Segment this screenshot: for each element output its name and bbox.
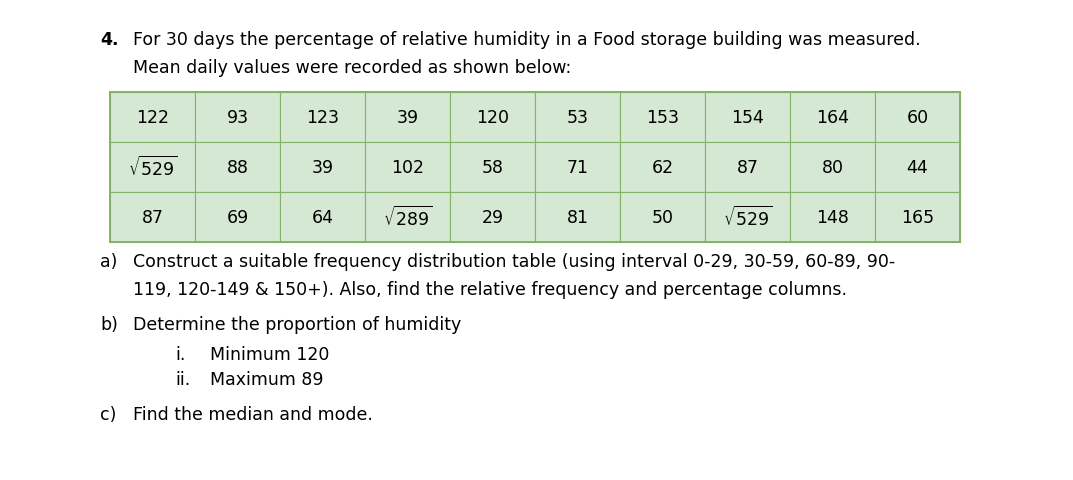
FancyBboxPatch shape: [874, 192, 960, 242]
FancyBboxPatch shape: [111, 143, 195, 192]
FancyBboxPatch shape: [620, 192, 705, 242]
Text: 165: 165: [901, 209, 935, 227]
FancyBboxPatch shape: [195, 192, 280, 242]
Text: 93: 93: [226, 109, 249, 127]
FancyBboxPatch shape: [874, 143, 960, 192]
Text: a): a): [100, 252, 117, 270]
FancyBboxPatch shape: [195, 93, 280, 143]
FancyBboxPatch shape: [790, 143, 874, 192]
FancyBboxPatch shape: [535, 143, 620, 192]
Text: 58: 58: [482, 159, 503, 177]
Text: 87: 87: [142, 209, 163, 227]
Text: Construct a suitable frequency distribution table (using interval 0-29, 30-59, 6: Construct a suitable frequency distribut…: [133, 252, 895, 270]
Text: 88: 88: [226, 159, 249, 177]
FancyBboxPatch shape: [195, 143, 280, 192]
FancyBboxPatch shape: [280, 192, 365, 242]
Text: $\sqrt{289}$: $\sqrt{289}$: [383, 205, 432, 229]
Text: 39: 39: [396, 109, 418, 127]
Text: Maximum 89: Maximum 89: [210, 370, 323, 388]
Text: 102: 102: [391, 159, 424, 177]
Text: 123: 123: [306, 109, 339, 127]
Text: 122: 122: [136, 109, 170, 127]
FancyBboxPatch shape: [620, 143, 705, 192]
Text: 69: 69: [226, 209, 249, 227]
FancyBboxPatch shape: [705, 93, 790, 143]
FancyBboxPatch shape: [111, 192, 195, 242]
Text: 153: 153: [646, 109, 679, 127]
Text: 29: 29: [482, 209, 503, 227]
Text: i.: i.: [175, 345, 186, 363]
Text: For 30 days the percentage of relative humidity in a Food storage building was m: For 30 days the percentage of relative h…: [133, 31, 921, 49]
Text: 120: 120: [476, 109, 509, 127]
Text: 154: 154: [731, 109, 764, 127]
FancyBboxPatch shape: [705, 192, 790, 242]
Text: 4.: 4.: [100, 31, 118, 49]
FancyBboxPatch shape: [111, 93, 195, 143]
FancyBboxPatch shape: [705, 143, 790, 192]
Text: 87: 87: [736, 159, 759, 177]
FancyBboxPatch shape: [874, 93, 960, 143]
FancyBboxPatch shape: [450, 192, 535, 242]
FancyBboxPatch shape: [365, 192, 450, 242]
FancyBboxPatch shape: [280, 93, 365, 143]
Text: 64: 64: [311, 209, 334, 227]
Text: 80: 80: [822, 159, 843, 177]
FancyBboxPatch shape: [450, 143, 535, 192]
Text: 50: 50: [651, 209, 674, 227]
Text: 119, 120-149 & 150+). Also, find the relative frequency and percentage columns.: 119, 120-149 & 150+). Also, find the rel…: [133, 280, 847, 299]
FancyBboxPatch shape: [620, 93, 705, 143]
Text: Determine the proportion of humidity: Determine the proportion of humidity: [133, 315, 461, 333]
FancyBboxPatch shape: [535, 192, 620, 242]
FancyBboxPatch shape: [280, 143, 365, 192]
Text: Mean daily values were recorded as shown below:: Mean daily values were recorded as shown…: [133, 59, 571, 77]
Text: Minimum 120: Minimum 120: [210, 345, 329, 363]
Text: 71: 71: [567, 159, 588, 177]
Text: $\sqrt{529}$: $\sqrt{529}$: [723, 205, 773, 229]
Text: c): c): [100, 405, 116, 423]
Text: 62: 62: [651, 159, 674, 177]
Text: 44: 44: [907, 159, 928, 177]
FancyBboxPatch shape: [535, 93, 620, 143]
Text: $\sqrt{529}$: $\sqrt{529}$: [128, 156, 177, 180]
Text: 53: 53: [567, 109, 588, 127]
FancyBboxPatch shape: [365, 143, 450, 192]
Text: 148: 148: [817, 209, 849, 227]
Text: ii.: ii.: [175, 370, 190, 388]
FancyBboxPatch shape: [450, 93, 535, 143]
FancyBboxPatch shape: [365, 93, 450, 143]
FancyBboxPatch shape: [790, 93, 874, 143]
Text: 39: 39: [311, 159, 334, 177]
Text: 60: 60: [907, 109, 928, 127]
Text: 81: 81: [567, 209, 588, 227]
Text: 164: 164: [815, 109, 849, 127]
Text: Find the median and mode.: Find the median and mode.: [133, 405, 373, 423]
FancyBboxPatch shape: [790, 192, 874, 242]
Text: b): b): [100, 315, 118, 333]
